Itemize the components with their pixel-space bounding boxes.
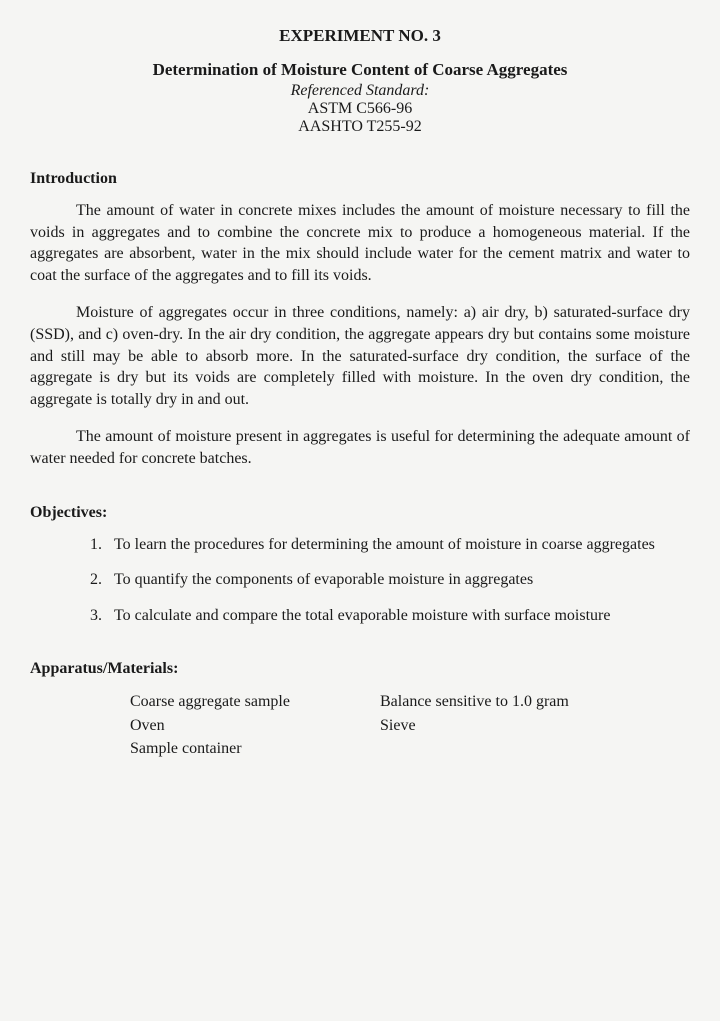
apparatus-heading: Apparatus/Materials: — [30, 660, 690, 678]
standard-code-2: AASHTO T255-92 — [30, 118, 690, 136]
materials-column-1: Coarse aggregate sample Oven Sample cont… — [130, 690, 380, 760]
objective-item-1: To learn the procedures for determining … — [106, 534, 690, 556]
materials-columns: Coarse aggregate sample Oven Sample cont… — [130, 690, 690, 760]
intro-paragraph-3: The amount of moisture present in aggreg… — [30, 426, 690, 469]
standard-code-1: ASTM C566-96 — [30, 100, 690, 118]
intro-paragraph-2: Moisture of aggregates occur in three co… — [30, 302, 690, 410]
introduction-heading: Introduction — [30, 170, 690, 188]
materials-column-2: Balance sensitive to 1.0 gram Sieve — [380, 690, 690, 760]
objectives-heading: Objectives: — [30, 504, 690, 522]
experiment-number: EXPERIMENT NO. 3 — [30, 26, 690, 46]
document-title: Determination of Moisture Content of Coa… — [30, 60, 690, 80]
referenced-standard-label: Referenced Standard: — [30, 82, 690, 100]
material-item: Sample container — [130, 737, 380, 760]
material-item: Balance sensitive to 1.0 gram — [380, 690, 690, 713]
material-item: Sieve — [380, 714, 690, 737]
document-page: EXPERIMENT NO. 3 Determination of Moistu… — [0, 0, 720, 1021]
intro-paragraph-1: The amount of water in concrete mixes in… — [30, 200, 690, 286]
material-item: Coarse aggregate sample — [130, 690, 380, 713]
objectives-list: To learn the procedures for determining … — [30, 534, 690, 627]
objective-item-2: To quantify the components of evaporable… — [106, 569, 690, 591]
material-item: Oven — [130, 714, 380, 737]
objective-item-3: To calculate and compare the total evapo… — [106, 605, 690, 627]
